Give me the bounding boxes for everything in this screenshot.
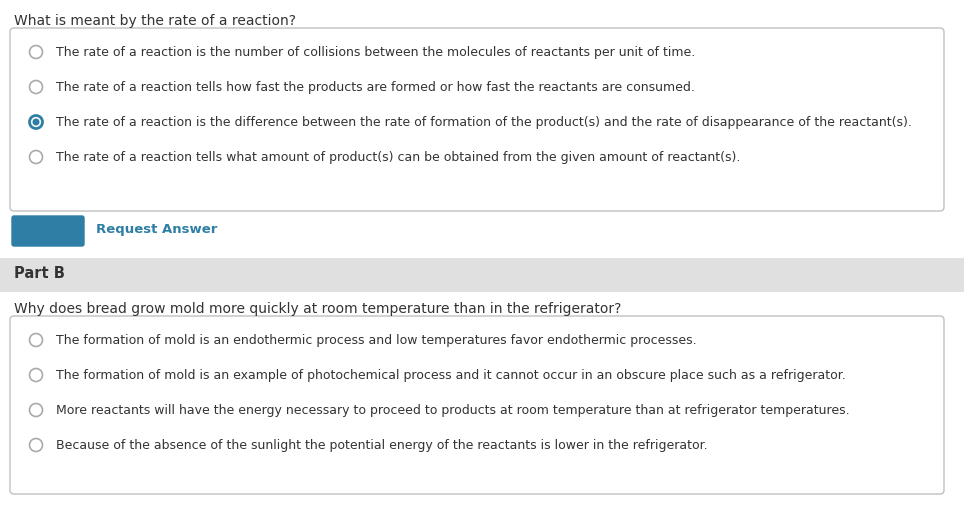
- Text: The rate of a reaction tells what amount of product(s) can be obtained from the : The rate of a reaction tells what amount…: [56, 151, 740, 164]
- Text: Why does bread grow mold more quickly at room temperature than in the refrigerat: Why does bread grow mold more quickly at…: [14, 302, 622, 316]
- Text: More reactants will have the energy necessary to proceed to products at room tem: More reactants will have the energy nece…: [56, 404, 849, 417]
- Bar: [0, 258, 964, 292]
- Circle shape: [30, 438, 42, 451]
- Text: The formation of mold is an example of photochemical process and it cannot occur: The formation of mold is an example of p…: [56, 369, 845, 382]
- Circle shape: [30, 45, 42, 59]
- FancyBboxPatch shape: [10, 316, 944, 494]
- Text: Part B: Part B: [14, 266, 65, 281]
- Text: The rate of a reaction tells how fast the products are formed or how fast the re: The rate of a reaction tells how fast th…: [56, 81, 695, 94]
- Circle shape: [33, 119, 40, 126]
- Circle shape: [30, 116, 42, 128]
- FancyBboxPatch shape: [12, 216, 84, 246]
- Text: The rate of a reaction is the number of collisions between the molecules of reac: The rate of a reaction is the number of …: [56, 46, 695, 59]
- Circle shape: [30, 151, 42, 163]
- Circle shape: [30, 333, 42, 347]
- Text: Because of the absence of the sunlight the potential energy of the reactants is : Because of the absence of the sunlight t…: [56, 439, 708, 452]
- Text: The formation of mold is an endothermic process and low temperatures favor endot: The formation of mold is an endothermic …: [56, 334, 697, 347]
- Circle shape: [30, 404, 42, 416]
- Text: The rate of a reaction is the difference between the rate of formation of the pr: The rate of a reaction is the difference…: [56, 116, 912, 129]
- Text: Submit: Submit: [21, 223, 74, 237]
- Text: Request Answer: Request Answer: [96, 223, 217, 237]
- FancyBboxPatch shape: [10, 28, 944, 211]
- Text: What is meant by the rate of a reaction?: What is meant by the rate of a reaction?: [14, 14, 296, 28]
- Circle shape: [30, 369, 42, 382]
- Circle shape: [30, 80, 42, 94]
